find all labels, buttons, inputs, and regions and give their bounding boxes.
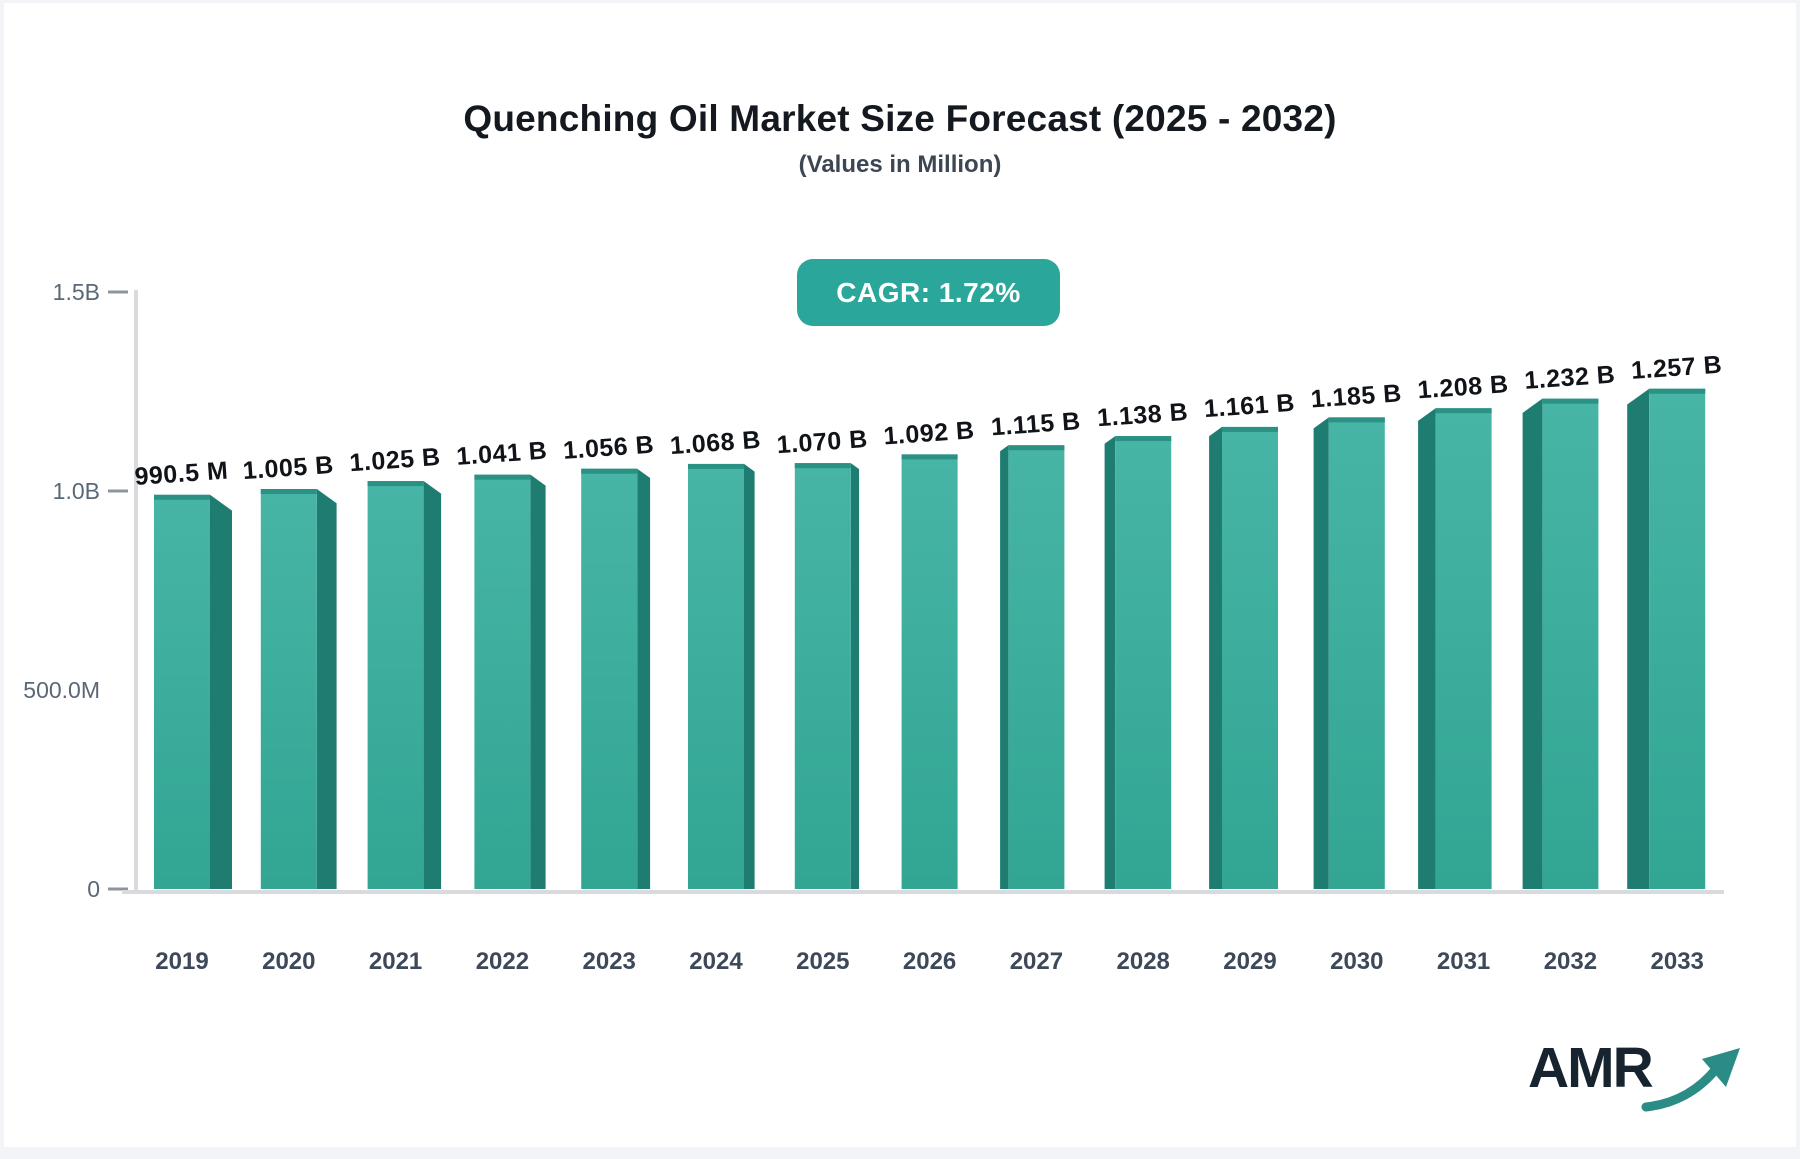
bar-top-edge-2023 [581, 468, 638, 474]
x-axis-label-2026: 2026 [903, 948, 956, 975]
chart-subtitle: (Values in Million) [798, 151, 1002, 178]
bar-2030 [1328, 417, 1385, 889]
bar-top-edge-2033 [1649, 388, 1706, 394]
bar-2025 [794, 463, 851, 889]
bar-side-2020 [316, 489, 337, 889]
bar-top-edge-2019 [154, 494, 210, 500]
chart-card: Quenching Oil Market Size Forecast (2025… [4, 3, 1796, 1147]
y-axis-tick [108, 887, 128, 891]
bar-2032 [1542, 398, 1599, 889]
value-label-2027: 1.115 B [990, 407, 1081, 441]
amr-logo: AMR [1528, 1033, 1740, 1113]
bar-top-edge-2032 [1542, 398, 1599, 404]
bar-side-2033 [1627, 388, 1650, 889]
x-axis-label-2024: 2024 [689, 948, 743, 975]
x-axis-label-2032: 2032 [1544, 948, 1597, 975]
x-axis-label-2021: 2021 [369, 948, 422, 975]
x-axis-label-2031: 2031 [1437, 948, 1490, 975]
bar-2022 [474, 474, 531, 889]
x-axis-label-2029: 2029 [1223, 948, 1276, 975]
bar-2028 [1115, 436, 1172, 889]
x-axis-label-2025: 2025 [796, 948, 849, 975]
value-label-2019: 990.5 M [134, 457, 230, 491]
y-axis-label: 1.5B [53, 279, 100, 305]
x-axis-label-2027: 2027 [1010, 948, 1063, 975]
value-label-2024: 1.068 B [669, 426, 762, 460]
bar-2023 [581, 468, 638, 889]
bar-side-2022 [530, 474, 546, 889]
cagr-badge: CAGR: 1.72% [797, 259, 1060, 326]
value-label-2030: 1.185 B [1310, 379, 1403, 413]
bar-side-2025 [850, 463, 860, 889]
bar-top-edge-2024 [688, 463, 744, 469]
bar-top-edge-2022 [474, 474, 531, 480]
bar-side-2032 [1522, 398, 1543, 889]
bar-top-edge-2031 [1435, 408, 1492, 414]
bar-side-2031 [1418, 408, 1436, 889]
x-axis-line [122, 890, 1724, 894]
x-axis-label-2020: 2020 [262, 948, 315, 975]
x-axis-label-2030: 2030 [1330, 948, 1383, 975]
y-axis-label: 1.0B [53, 478, 100, 504]
bar-2029 [1222, 426, 1278, 889]
bar-top-edge-2020 [260, 489, 317, 495]
y-axis-line [134, 290, 138, 891]
value-label-2033: 1.257 B [1630, 351, 1723, 385]
bar-side-2028 [1104, 436, 1116, 889]
bar-top-edge-2025 [794, 463, 851, 469]
y-axis-tick [108, 290, 128, 294]
value-label-2020: 1.005 B [242, 451, 335, 485]
bar-2031 [1435, 408, 1492, 889]
bar-top-edge-2027 [1008, 445, 1065, 451]
bar-top-edge-2021 [367, 481, 424, 487]
value-label-2022: 1.041 B [455, 437, 548, 471]
value-label-2021: 1.025 B [349, 443, 442, 477]
x-axis-label-2023: 2023 [583, 948, 636, 975]
bar-2024 [688, 463, 744, 889]
x-axis-label-2033: 2033 [1651, 948, 1704, 975]
bar-top-edge-2029 [1222, 426, 1278, 432]
bar-side-2024 [744, 463, 755, 889]
y-axis-label: 0 [87, 876, 100, 902]
value-label-2023: 1.056 B [562, 431, 655, 465]
trend-up-arrow-icon [1641, 1048, 1740, 1112]
y-axis-label: 500.0M [23, 677, 100, 703]
x-axis-label-2022: 2022 [476, 948, 529, 975]
amr-logo-text: AMR [1528, 1036, 1654, 1100]
value-label-2025: 1.070 B [776, 425, 869, 459]
bar-top-edge-2030 [1328, 417, 1385, 423]
bar-top-edge-2026 [901, 454, 958, 460]
value-label-2031: 1.208 B [1417, 370, 1510, 404]
value-label-2032: 1.232 B [1523, 361, 1616, 395]
bar-2027 [1008, 445, 1065, 889]
bar-side-2027 [1000, 445, 1009, 889]
bar-2019 [154, 494, 210, 889]
y-axis-tick [108, 489, 128, 493]
value-label-2028: 1.138 B [1096, 398, 1189, 432]
chart-title: Quenching Oil Market Size Forecast (2025… [463, 98, 1337, 139]
value-label-2029: 1.161 B [1203, 389, 1296, 423]
bar-2033 [1649, 388, 1706, 889]
bar-2020 [260, 489, 317, 889]
bar-side-2030 [1313, 417, 1329, 889]
x-axis-label-2028: 2028 [1117, 948, 1170, 975]
bar-top-edge-2028 [1115, 436, 1172, 442]
bar-2021 [367, 481, 424, 889]
bar-side-2029 [1209, 426, 1222, 889]
bar-2026 [901, 454, 958, 889]
value-label-2026: 1.092 B [883, 416, 976, 450]
bar-chart: 1.5B 1.0B 500.0M 0 990.5 M 2019 1.005 B 2020 1.0… [23, 279, 1724, 975]
bar-side-2021 [423, 481, 442, 889]
cagr-badge-label: CAGR: 1.72% [836, 276, 1021, 308]
bar-side-2019 [210, 494, 232, 889]
bar-side-2023 [637, 468, 651, 889]
x-axis-label-2019: 2019 [155, 948, 208, 975]
